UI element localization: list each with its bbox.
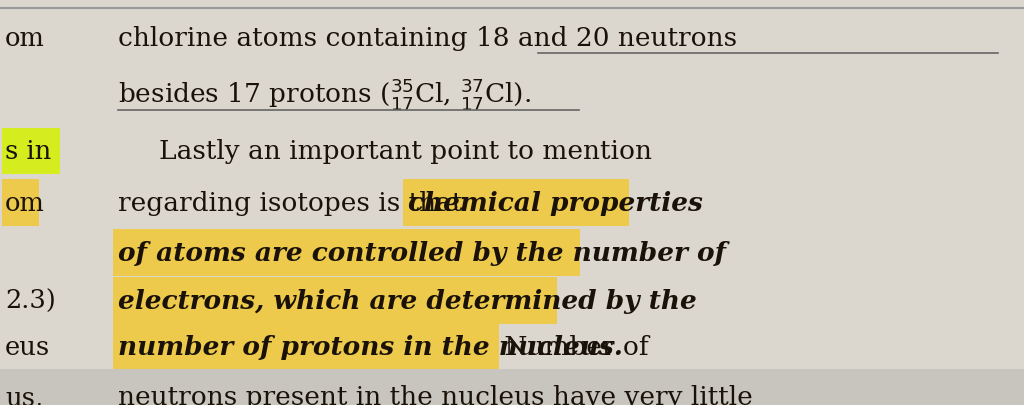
Text: Number of: Number of xyxy=(497,335,649,360)
Text: om: om xyxy=(5,26,45,51)
Text: number of protons in the nucleus.: number of protons in the nucleus. xyxy=(118,335,623,360)
Text: om: om xyxy=(5,191,45,215)
Text: eus: eus xyxy=(5,335,50,360)
Bar xyxy=(2,128,60,175)
Bar xyxy=(113,278,557,324)
Bar xyxy=(2,180,39,226)
Bar xyxy=(403,180,629,226)
Bar xyxy=(113,230,580,276)
Text: besides 17 protons ($^{35}_{17}$Cl, $^{37}_{17}$Cl).: besides 17 protons ($^{35}_{17}$Cl, $^{3… xyxy=(118,76,530,112)
Text: regarding isotopes is that: regarding isotopes is that xyxy=(118,191,470,215)
Text: 2.3): 2.3) xyxy=(5,288,56,313)
Text: neutrons present in the nucleus have very little: neutrons present in the nucleus have ver… xyxy=(118,384,753,405)
Text: of atoms are controlled by the number of: of atoms are controlled by the number of xyxy=(118,241,726,265)
Text: chemical properties: chemical properties xyxy=(408,191,702,215)
Text: electrons, which are determined by the: electrons, which are determined by the xyxy=(118,288,696,313)
Text: s in: s in xyxy=(5,139,51,164)
Bar xyxy=(113,324,500,370)
Text: chlorine atoms containing 18 and 20 neutrons: chlorine atoms containing 18 and 20 neut… xyxy=(118,26,737,51)
Text: us,: us, xyxy=(5,384,43,405)
Text: Lastly an important point to mention: Lastly an important point to mention xyxy=(159,139,651,164)
